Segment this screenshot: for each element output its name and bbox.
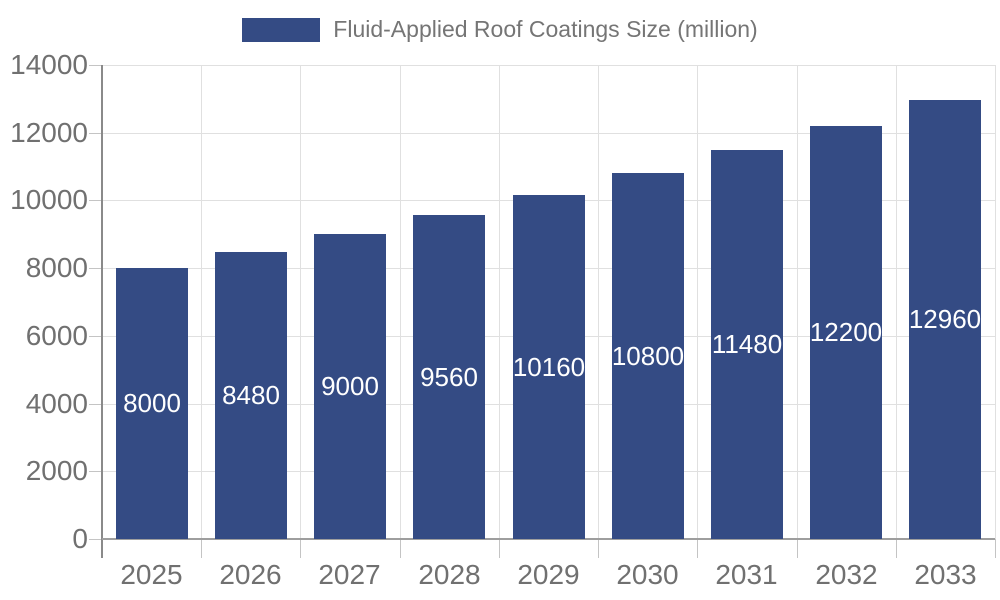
y-axis-tick: [89, 539, 102, 540]
bar: 12200: [810, 126, 882, 539]
bar: 8480: [215, 252, 287, 539]
x-gridline: [201, 65, 202, 539]
bar-text: 11480: [711, 329, 783, 359]
y-axis-label: 6000: [25, 320, 88, 351]
y-axis-label: 2000: [25, 455, 88, 486]
x-gridline: [300, 65, 301, 539]
y-gridline: [102, 133, 995, 134]
y-axis-tick: [89, 133, 102, 134]
x-axis-tick: [995, 539, 996, 558]
bar-text: 12960: [908, 304, 982, 334]
legend: Fluid-Applied Roof Coatings Size (millio…: [0, 16, 1000, 43]
y-axis-label: 10000: [10, 184, 88, 215]
bar-text: 8480: [222, 380, 280, 410]
y-axis-tick: [89, 65, 102, 66]
x-axis-label: 2029: [517, 559, 580, 590]
bar-text: 8000: [123, 388, 181, 418]
bar-text: 12200: [809, 317, 883, 347]
x-axis-tick: [697, 539, 698, 558]
bar: 12960: [909, 100, 981, 539]
y-axis-tick: [89, 471, 102, 472]
x-axis-tick: [300, 539, 301, 558]
bar: 10800: [612, 173, 684, 539]
x-axis-label: 2032: [815, 559, 878, 590]
y-axis-label: 0: [72, 523, 88, 554]
x-gridline: [995, 65, 996, 539]
legend-swatch: [242, 17, 321, 42]
y-axis-tick: [89, 404, 102, 405]
legend-label: Fluid-Applied Roof Coatings Size (millio…: [333, 16, 758, 42]
bar-text: 9000: [321, 371, 379, 401]
y-axis-tick: [89, 336, 102, 337]
bar-text: 10160: [512, 351, 586, 382]
x-axis-tick: [896, 539, 897, 558]
bar: 9000: [314, 234, 386, 539]
x-axis-line: [102, 538, 995, 540]
bar: 8000: [116, 268, 188, 539]
x-gridline: [797, 65, 798, 539]
y-axis-label: 14000: [10, 49, 88, 80]
x-axis-label: 2026: [219, 559, 282, 590]
x-axis-tick: [201, 539, 202, 558]
y-axis-line: [101, 65, 103, 558]
x-axis-label: 2033: [914, 559, 977, 590]
x-axis-label: 2025: [120, 559, 183, 590]
bar: 10160: [513, 195, 585, 539]
bar: 11480: [711, 150, 783, 539]
x-gridline: [499, 65, 500, 539]
x-axis-tick: [400, 539, 401, 558]
bar-text: 9560: [420, 361, 478, 392]
y-axis-tick: [89, 268, 102, 269]
bar-text: 10800: [611, 340, 685, 371]
y-axis-label: 12000: [10, 117, 88, 148]
x-axis-label: 2027: [318, 559, 381, 590]
x-axis-tick: [598, 539, 599, 558]
y-gridline: [102, 65, 995, 66]
x-axis-label: 2031: [715, 559, 778, 590]
x-axis-tick: [797, 539, 798, 558]
x-axis-label: 2028: [418, 559, 481, 590]
x-axis-label: 2030: [616, 559, 679, 590]
y-axis-tick: [89, 200, 102, 201]
y-axis-label: 8000: [25, 252, 88, 283]
y-axis-label: 4000: [25, 388, 88, 419]
bar: 9560: [413, 215, 485, 539]
x-axis-tick: [499, 539, 500, 558]
x-gridline: [400, 65, 401, 539]
x-gridline: [598, 65, 599, 539]
x-gridline: [896, 65, 897, 539]
x-gridline: [697, 65, 698, 539]
